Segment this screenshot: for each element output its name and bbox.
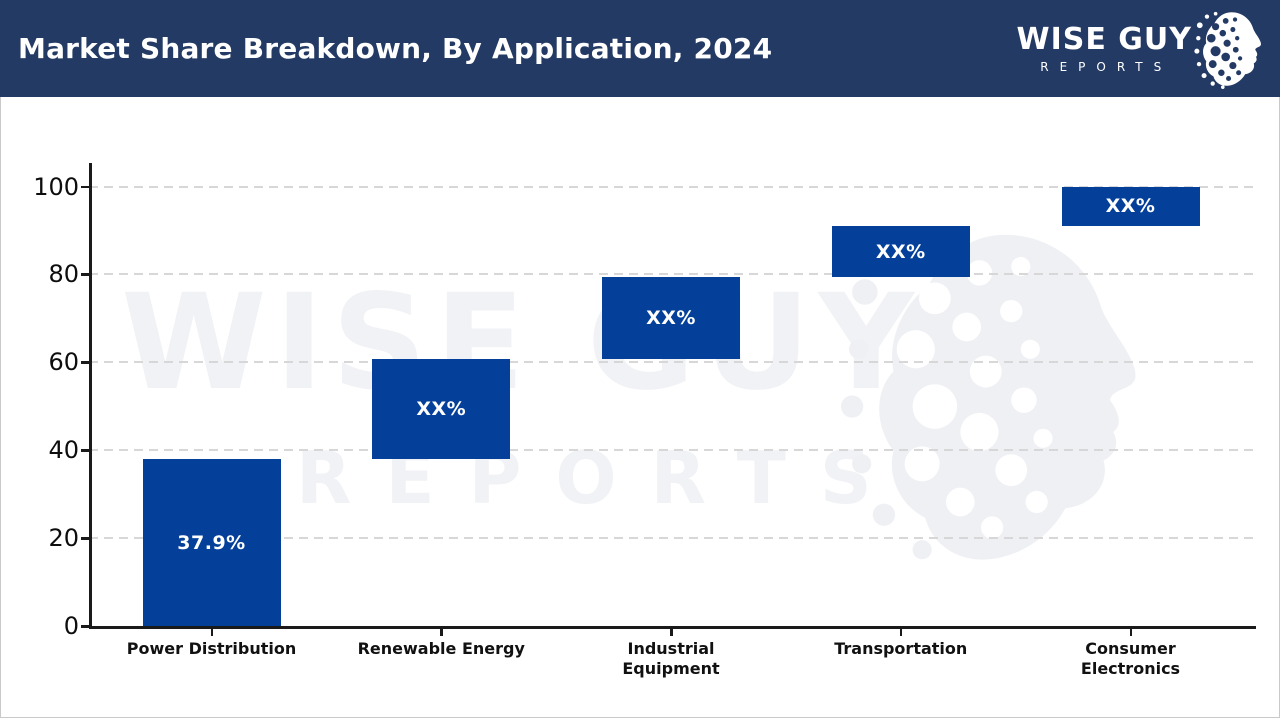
chart-panel: WISE GUY REPORTS 0 20 40 60 80 100 37.9% Power … bbox=[0, 97, 1280, 718]
logo-wordmark: WISE GUY bbox=[1016, 21, 1192, 57]
x-category-label: Transportation bbox=[834, 639, 968, 658]
bar-industrial-equipment: XX% bbox=[602, 277, 740, 360]
y-tick-label: 20 bbox=[48, 524, 79, 553]
y-tick-label: 100 bbox=[33, 172, 79, 201]
x-axis-tick bbox=[670, 628, 673, 636]
y-tick-label: 40 bbox=[48, 436, 79, 465]
x-axis-tick bbox=[440, 628, 443, 636]
header-bar: Market Share Breakdown, By Application, … bbox=[0, 0, 1280, 97]
y-axis-tick bbox=[81, 185, 89, 188]
bar-renewable-energy: XX% bbox=[372, 359, 511, 460]
watermark-wordmark: WISE GUY bbox=[121, 266, 923, 420]
y-axis-tick bbox=[81, 361, 89, 364]
head-profile-icon bbox=[1194, 11, 1262, 89]
bar-transportation: XX% bbox=[831, 226, 970, 278]
bar-power-distribution: 37.9% bbox=[142, 459, 281, 626]
x-axis-tick bbox=[899, 628, 903, 636]
bar-value-label: 37.9% bbox=[177, 531, 246, 554]
x-axis-tick bbox=[1129, 628, 1132, 636]
gridline bbox=[89, 185, 1256, 188]
watermark-head-profile-icon bbox=[841, 233, 1136, 560]
bar-value-label: XX% bbox=[875, 240, 926, 263]
y-tick-label: 80 bbox=[48, 260, 79, 289]
bar-consumer-electronics: XX% bbox=[1061, 186, 1200, 227]
bar-value-label: XX% bbox=[1105, 195, 1156, 218]
x-category-label: Renewable Energy bbox=[357, 639, 525, 658]
y-tick-label: 0 bbox=[63, 612, 79, 640]
y-tick-label: 60 bbox=[48, 348, 79, 377]
logo-text: WISE GUY REPORTS bbox=[1016, 21, 1192, 74]
logo-subtitle: REPORTS bbox=[1040, 59, 1173, 74]
y-axis-tick bbox=[81, 537, 89, 540]
x-category-label: Industrial Equipment bbox=[622, 639, 720, 678]
bar-value-label: XX% bbox=[646, 307, 696, 330]
gridline bbox=[89, 361, 1256, 364]
y-axis-line bbox=[89, 163, 92, 628]
x-axis-tick bbox=[210, 628, 213, 636]
gridline bbox=[89, 273, 1256, 276]
wise-guy-logo: WISE GUY REPORTS bbox=[1016, 9, 1266, 89]
bar-value-label: XX% bbox=[416, 398, 467, 421]
x-category-label: Consumer Electronics bbox=[1080, 639, 1181, 678]
gridline bbox=[89, 537, 1256, 540]
y-axis-tick bbox=[81, 449, 89, 452]
x-axis-line bbox=[89, 626, 1256, 629]
y-axis-tick bbox=[81, 273, 89, 276]
x-category-label: Power Distribution bbox=[126, 639, 297, 658]
y-axis-tick bbox=[81, 625, 89, 628]
gridline bbox=[89, 449, 1256, 452]
page-title: Market Share Breakdown, By Application, … bbox=[18, 32, 773, 65]
